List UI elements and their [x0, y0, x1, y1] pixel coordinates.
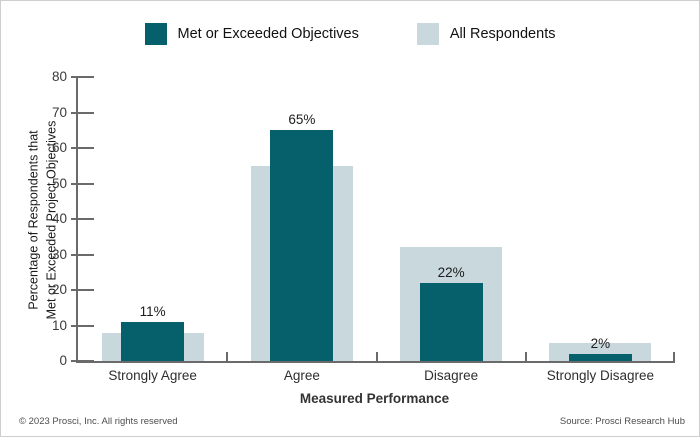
- x-category-label-1: Agree: [283, 368, 320, 383]
- y-tick-0: [71, 360, 94, 362]
- y-tick-10: [71, 324, 94, 327]
- bar-met-exceeded-3: [568, 353, 632, 361]
- x-tick-2: [375, 352, 378, 361]
- x-axis-title: Measured Performance: [299, 391, 450, 406]
- legend-item-all-respondents: All Respondents: [416, 23, 556, 45]
- legend-label: All Respondents: [449, 26, 556, 42]
- bar-value-label-1: 65%: [288, 112, 316, 128]
- y-tick-40: [71, 218, 94, 220]
- legend-swatch-dark: [144, 23, 167, 45]
- y-tick-label-50: 50: [51, 175, 67, 191]
- x-tick-4: [673, 352, 675, 361]
- y-tick-label-20: 20: [51, 282, 67, 297]
- bar-value-label-3: 2%: [590, 335, 611, 351]
- y-tick-30: [71, 253, 94, 256]
- y-tick-20: [71, 289, 94, 291]
- bar-value-label-2: 22%: [437, 264, 465, 280]
- bar-met-exceeded-1: [270, 130, 334, 361]
- copyright-text: © 2023 Prosci, Inc. All rights reserved: [19, 416, 178, 427]
- y-tick-70: [71, 111, 94, 114]
- legend-swatch-light: [416, 23, 439, 45]
- y-tick-label-0: 0: [59, 353, 67, 368]
- y-tick-label-80: 80: [51, 69, 67, 84]
- y-tick-label-10: 10: [51, 317, 67, 333]
- y-tick-80: [71, 76, 94, 78]
- x-category-label-3: Strongly Disagree: [546, 368, 655, 383]
- y-tick-label-60: 60: [51, 140, 67, 155]
- bar-met-exceeded-2: [419, 282, 483, 361]
- bar-value-label-0: 11%: [139, 303, 166, 319]
- legend: Met or Exceeded Objectives All Responden…: [1, 23, 699, 45]
- y-tick-label-30: 30: [51, 246, 67, 262]
- x-tick-1: [226, 352, 229, 361]
- x-tick-3: [524, 352, 527, 361]
- legend-item-met-or-exceeded: Met or Exceeded Objectives: [144, 23, 359, 45]
- bar-met-exceeded-0: [121, 321, 185, 361]
- y-tick-60: [71, 147, 94, 149]
- x-category-label-0: Strongly Agree: [108, 368, 197, 383]
- plot-area: 0 10 20 30 40 50 60 70 80 11% Strongly Agree 65% Agr…: [52, 69, 675, 383]
- legend-label: Met or Exceeded Objectives: [177, 26, 359, 42]
- y-tick-label-40: 40: [51, 211, 67, 226]
- y-tick-label-70: 70: [51, 104, 67, 120]
- x-category-label-2: Disagree: [424, 368, 479, 383]
- y-tick-50: [71, 182, 94, 185]
- source-text: Source: Prosci Research Hub: [559, 416, 685, 427]
